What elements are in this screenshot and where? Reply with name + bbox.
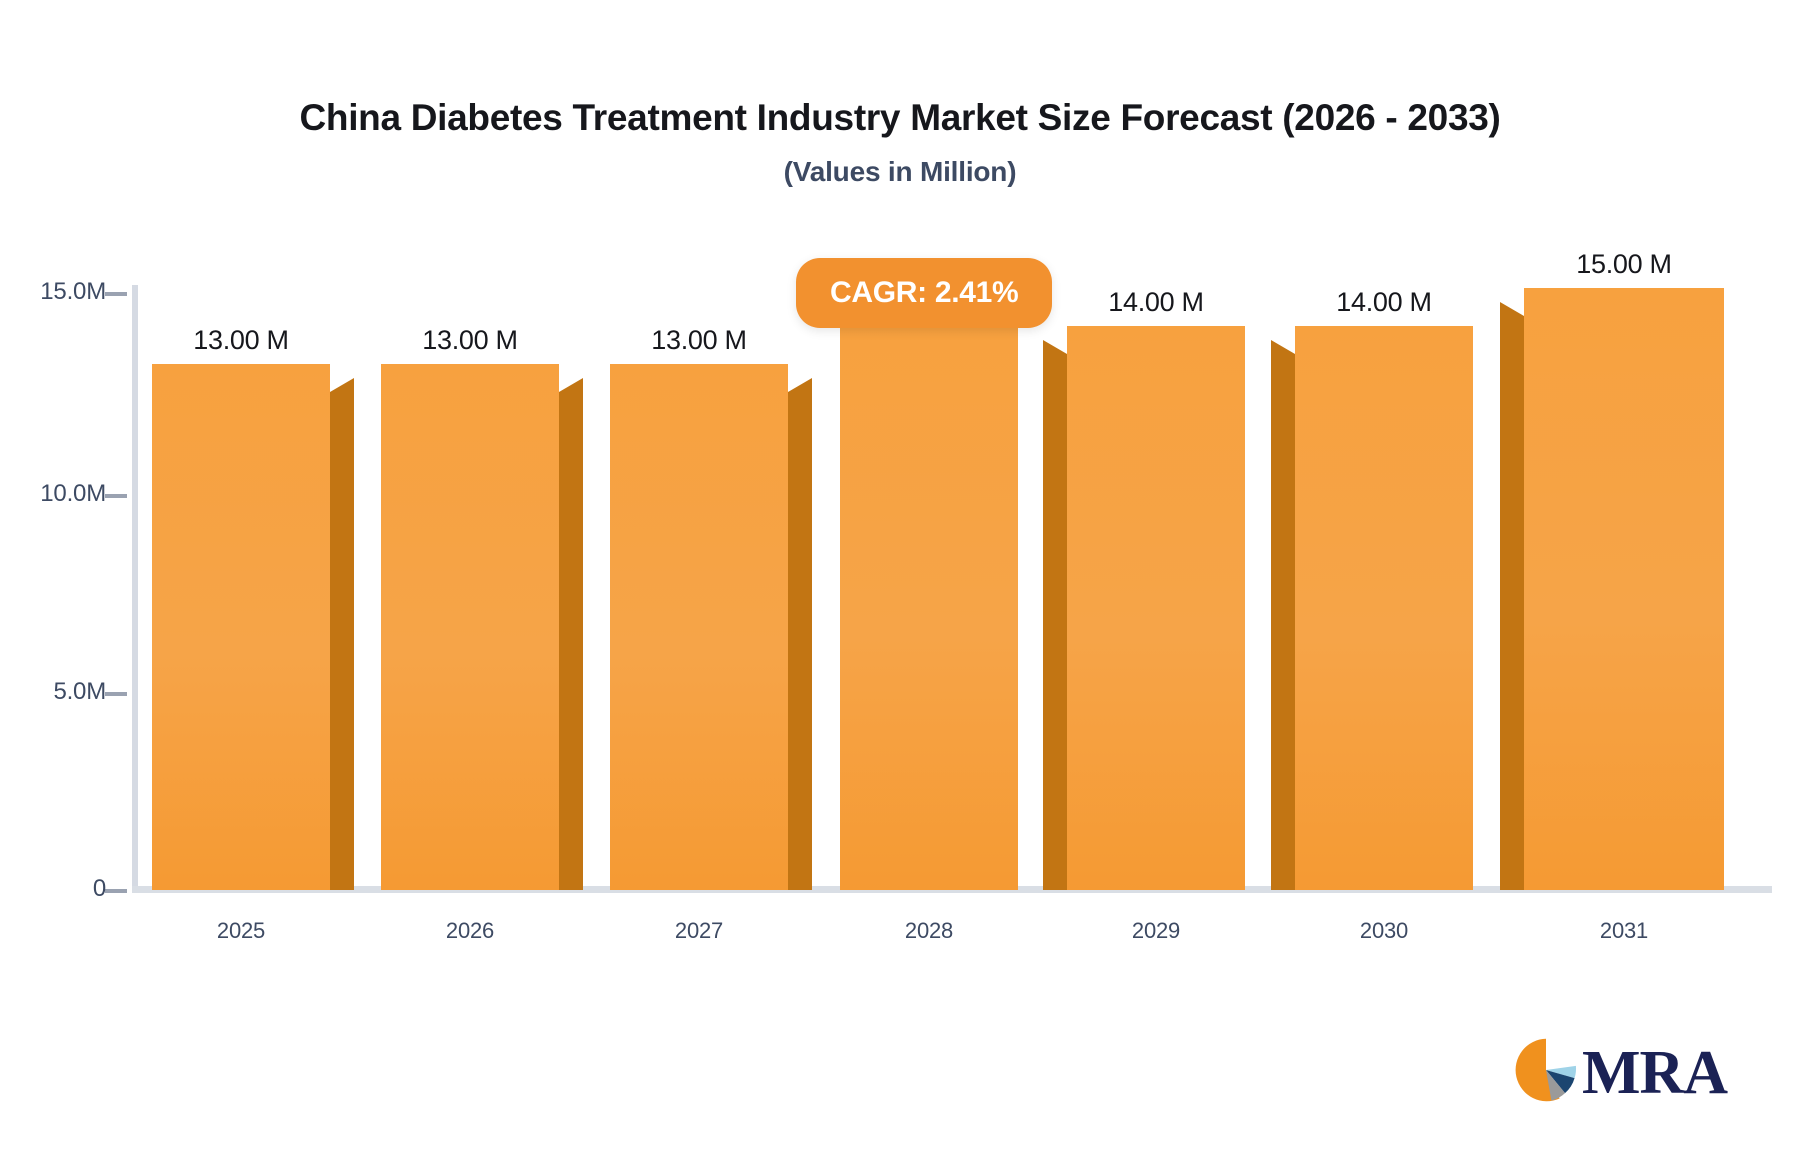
bar-side-2025 xyxy=(330,378,354,890)
bar-face-2025 xyxy=(152,364,330,890)
bar-face-2027 xyxy=(610,364,788,890)
bar-side-2031 xyxy=(1500,302,1524,890)
cagr-badge: CAGR: 2.41% xyxy=(796,258,1053,328)
page-title: China Diabetes Treatment Industry Market… xyxy=(299,97,1501,138)
y-axis-tick-10 xyxy=(105,494,127,498)
pie-chart-icon xyxy=(1512,1036,1580,1109)
bar-face-2030 xyxy=(1295,326,1473,890)
y-axis-tick-0 xyxy=(105,889,127,893)
bar-value-label-2026: 13.00 M xyxy=(422,325,518,355)
x-axis-tick-label-2025: 2025 xyxy=(216,918,266,943)
bar-value-label-2025: 13.00 M xyxy=(193,325,289,355)
bar-face-2026 xyxy=(381,364,559,890)
bar-face-2029 xyxy=(1067,326,1245,890)
bar-side-2030 xyxy=(1271,340,1295,890)
x-axis-tick-label-2030: 2030 xyxy=(1359,918,1409,943)
bar-face-2028 xyxy=(840,324,1018,890)
bar-2026[interactable]: 13.00 M xyxy=(381,325,583,890)
x-axis-tick-label-2027: 2027 xyxy=(674,918,724,943)
y-axis-line xyxy=(132,285,138,892)
y-axis-tick-label-15: 15.0M xyxy=(40,278,106,305)
y-axis-tick-label-10: 10.0M xyxy=(40,480,106,507)
bar-value-label-2031: 15.00 M xyxy=(1576,249,1672,279)
bar-value-label-2027: 13.00 M xyxy=(651,325,747,355)
bar-2025[interactable]: 13.00 M xyxy=(152,325,354,890)
bar-side-2027 xyxy=(788,378,812,890)
y-axis-tick-label-0: 0 xyxy=(92,875,106,902)
bar-2028[interactable] xyxy=(840,324,1018,890)
bar-2029[interactable]: 14.00 M xyxy=(1043,287,1245,890)
bar-face-2031 xyxy=(1524,288,1724,890)
y-axis-tick-label-5: 5.0M xyxy=(53,678,106,705)
chart-header: China Diabetes Treatment Industry Market… xyxy=(0,96,1800,188)
bar-2031[interactable]: 15.00 M xyxy=(1500,249,1724,890)
x-axis-tick-label-2029: 2029 xyxy=(1131,918,1181,943)
bar-side-2029 xyxy=(1043,340,1067,890)
x-axis-tick-label-2031: 2031 xyxy=(1599,918,1649,943)
bar-2030[interactable]: 14.00 M xyxy=(1271,287,1473,890)
bar-2027[interactable]: 13.00 M xyxy=(610,325,812,890)
logo-wordmark: MRA xyxy=(1582,1038,1728,1107)
x-axis-tick-label-2026: 2026 xyxy=(445,918,495,943)
y-axis-tick-5 xyxy=(105,692,127,696)
y-axis-tick-15 xyxy=(105,292,127,296)
bar-value-label-2029: 14.00 M xyxy=(1108,287,1204,317)
mra-logo: MRA xyxy=(1512,1036,1728,1109)
x-axis-tick-label-2028: 2028 xyxy=(904,918,954,943)
bar-value-label-2030: 14.00 M xyxy=(1336,287,1432,317)
chart-subtitle: (Values in Million) xyxy=(783,156,1017,188)
bar-side-2026 xyxy=(559,378,583,890)
